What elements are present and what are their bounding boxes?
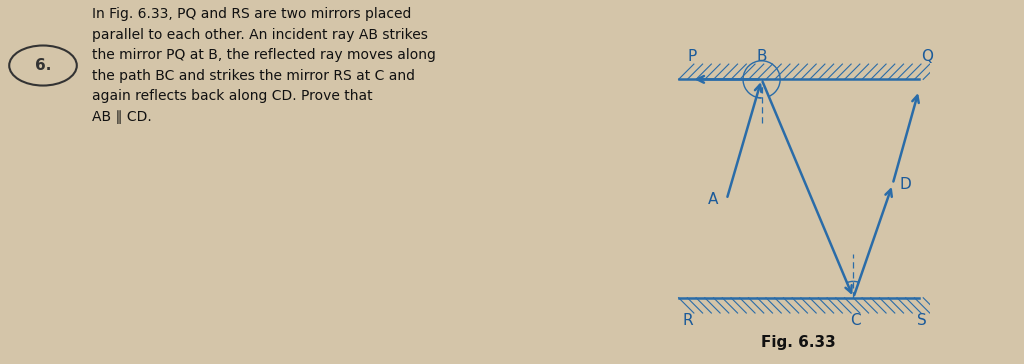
Text: Q: Q [921, 49, 933, 64]
Text: B: B [757, 49, 767, 64]
Text: P: P [687, 49, 696, 64]
Text: A: A [708, 192, 718, 207]
Text: 6.: 6. [35, 58, 51, 73]
Text: R: R [682, 313, 692, 328]
Text: C: C [850, 313, 861, 328]
Text: In Fig. 6.33, PQ and RS are two mirrors placed
parallel to each other. An incide: In Fig. 6.33, PQ and RS are two mirrors … [92, 7, 436, 124]
Text: S: S [916, 313, 927, 328]
Text: Fig. 6.33: Fig. 6.33 [762, 335, 836, 350]
Text: D: D [899, 177, 911, 192]
